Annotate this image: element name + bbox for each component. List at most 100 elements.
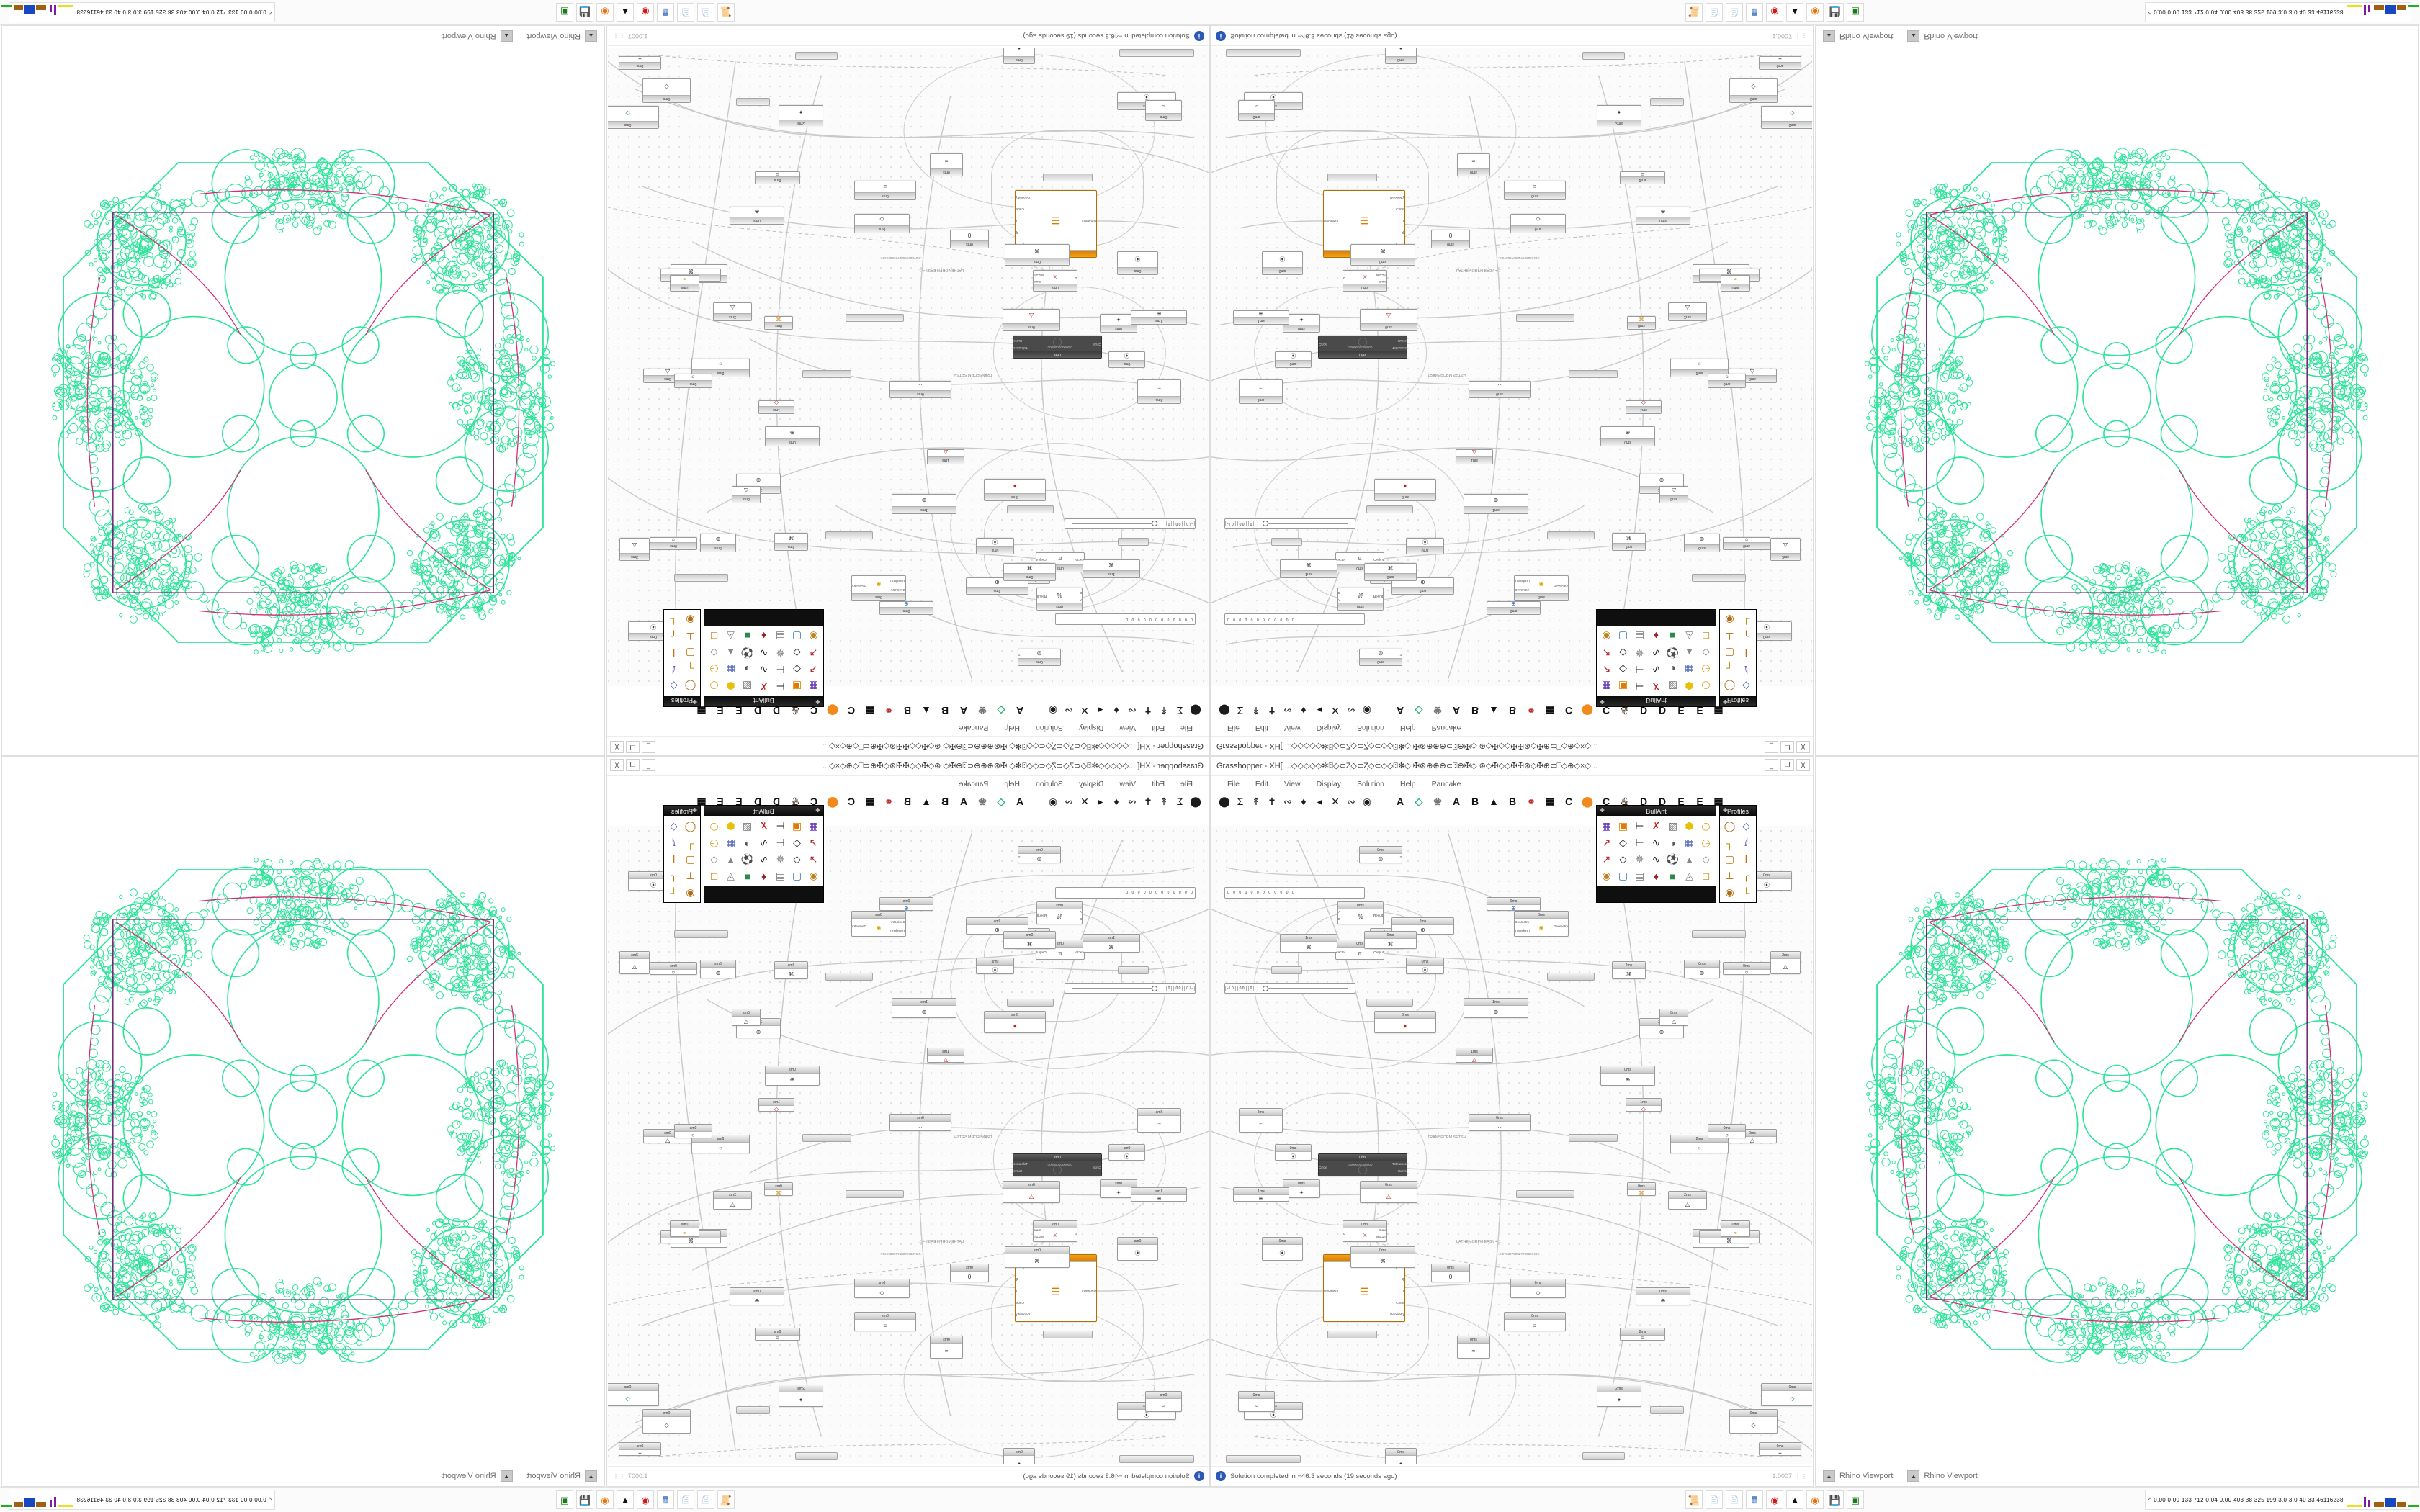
tab-extra[interactable]: E	[1677, 796, 1685, 807]
minimize-button[interactable]: _	[642, 741, 655, 753]
gh-component[interactable]: 0ms ⌘	[1350, 244, 1415, 266]
extra-b-icon[interactable]: ◇	[1698, 645, 1713, 660]
tab-intersect-icon[interactable]: ⚭	[884, 795, 893, 807]
param-transform-icon[interactable]: ∾	[1065, 795, 1073, 807]
gh-component[interactable]: 2ms △	[713, 302, 752, 321]
menu-item-file[interactable]: File	[1227, 724, 1240, 732]
param-surface-icon[interactable]: ♦	[1113, 796, 1119, 807]
palette-header-profiles[interactable]: ✚ Profiles	[1720, 806, 1756, 816]
port-label[interactable]: Geometry	[1389, 195, 1404, 199]
gh-component[interactable]: 0ms ⌘	[1005, 244, 1070, 266]
gh-component[interactable]: 0ms ◇	[1510, 1279, 1566, 1298]
port-label[interactable]: Transform	[1515, 929, 1530, 933]
polyline2-icon[interactable]: ◇	[1615, 852, 1631, 867]
port-label[interactable]: Geometry	[1515, 919, 1530, 924]
circle-profile-icon[interactable]: ◯	[683, 678, 698, 693]
gh-component[interactable]: 0ms ⊕	[1636, 1287, 1690, 1305]
curve-node2-icon[interactable]: ∿	[1649, 645, 1664, 660]
performance-monitor[interactable]: ^ 0.00 0.00 133 712 0.04 0.00 403 38 325…	[0, 1490, 275, 1510]
gh-capsule[interactable]	[1271, 538, 1302, 546]
gh-component[interactable]: 0ms ○	[674, 374, 712, 388]
port-label[interactable]: Output	[1373, 950, 1384, 955]
tab-display[interactable]: C	[847, 796, 856, 807]
slider-track[interactable]	[1072, 986, 1157, 991]
maximize-button[interactable]: ❐	[626, 759, 640, 771]
ibeam-profile-icon[interactable]: Ⅰ	[666, 852, 681, 867]
tab-transform-icon[interactable]: ▦	[865, 795, 875, 807]
box-profile-icon[interactable]: ▢	[683, 645, 698, 660]
slider-track[interactable]	[1072, 521, 1157, 526]
gh-component[interactable]: 0ms ◇	[608, 106, 659, 129]
tab-display[interactable]: C	[847, 705, 856, 716]
number-slider[interactable]: -1.0 0.0 0	[1065, 518, 1196, 529]
slider-mid[interactable]: 0.0	[1173, 985, 1183, 991]
gh-component[interactable]: 0ms 0	[1431, 230, 1470, 248]
slider-max[interactable]: 0	[1165, 521, 1173, 527]
port-label[interactable]: Geometry	[1553, 924, 1568, 929]
gh-component[interactable]: 0ms≈	[930, 1336, 963, 1359]
gh-component[interactable]: 0ms ∴	[1469, 381, 1531, 398]
gh-component[interactable]: 0ms ⊕	[730, 1287, 784, 1305]
tab-maths-icon[interactable]: ◇	[1415, 795, 1423, 807]
gh-component[interactable]: 0ms ⊕	[1600, 426, 1655, 446]
port-label[interactable]: A	[1079, 598, 1082, 603]
port-label[interactable]: Geometry	[1515, 588, 1530, 593]
gh-component[interactable]: 0ms △	[1360, 309, 1417, 331]
port-label[interactable]: Stream	[1034, 273, 1044, 277]
gh-component[interactable]: 0ms⦿	[1275, 351, 1312, 368]
port-label[interactable]: Geometry	[852, 924, 867, 929]
gh-component[interactable]: 2ms ⌘	[774, 961, 808, 979]
gradient-mesh-icon[interactable]: ▦	[806, 678, 821, 693]
gh-component[interactable]: 0ms ○	[674, 1124, 712, 1138]
port-label[interactable]: Tolerance	[1392, 346, 1407, 351]
param-transform-icon[interactable]: ∾	[1347, 795, 1355, 807]
extra-a-icon[interactable]: ▲	[723, 852, 738, 867]
delete-plane-icon[interactable]: ✗	[756, 819, 771, 834]
extra-f-icon[interactable]: ♦	[756, 629, 771, 644]
graph-icon[interactable]: ↗	[806, 835, 821, 850]
port-label[interactable]: Curve	[1397, 338, 1407, 343]
gh-component[interactable]: 0ms≈	[670, 275, 699, 292]
slider-track[interactable]	[1263, 986, 1348, 991]
tab-transform-icon[interactable]: ▦	[1545, 705, 1555, 717]
param-sum-icon[interactable]: Σ	[1176, 705, 1183, 716]
gh-component[interactable]: 0ms ⌘	[1350, 1246, 1415, 1268]
param-generic-icon[interactable]: ⬤	[1190, 705, 1201, 717]
menu-item-view[interactable]: View	[1119, 724, 1136, 732]
gh-component[interactable]: 0ms △	[1003, 309, 1060, 331]
box-profile-icon[interactable]: ▢	[1722, 852, 1737, 867]
param-vector-icon[interactable]: ↟	[1160, 795, 1168, 807]
gh-component[interactable]: 0ms ○	[1708, 1124, 1746, 1138]
gh-component[interactable]: 2ms △	[1668, 1191, 1707, 1210]
gh-component[interactable]: 0ms ⊕	[1684, 534, 1720, 552]
polyline2-icon[interactable]: ◇	[1615, 645, 1631, 660]
gh-component[interactable]: 0ms⦿	[976, 538, 1014, 554]
gh-component[interactable]: 0ms ⌘	[764, 316, 793, 330]
port-label[interactable]: Q	[1016, 1277, 1018, 1281]
firefox-icon[interactable]: ◉	[596, 1490, 614, 1509]
caret-up-icon[interactable]: ▲	[500, 1470, 513, 1482]
slider-knob[interactable]	[1263, 521, 1269, 526]
tab-kangaroo-icon[interactable]: ⬤	[1582, 795, 1593, 807]
gh-component[interactable]: 0ms ∴	[1469, 1114, 1531, 1131]
tab-mesh[interactable]: B	[903, 705, 912, 716]
extra-b-icon[interactable]: ◇	[1698, 852, 1713, 867]
picture-frame-icon[interactable]: ▧	[1665, 678, 1680, 693]
gh-component[interactable]: 0ms ≡	[854, 181, 916, 200]
gh-component[interactable]: 0ms ✦	[1374, 1011, 1436, 1033]
number-slider[interactable]: -1.0 0.0 0	[1065, 983, 1196, 994]
gh-capsule[interactable]	[846, 314, 904, 322]
maximize-button[interactable]: ❐	[626, 741, 640, 753]
slider-mid[interactable]: 0.0	[1237, 521, 1247, 527]
gh-component[interactable]: 0ms≈	[670, 1220, 699, 1237]
gh-component[interactable]: 0ms ⌘	[764, 1182, 793, 1197]
tab-vector[interactable]: A	[959, 796, 968, 807]
tab-curve[interactable]: B	[1471, 796, 1479, 807]
gh-capsule[interactable]	[1366, 999, 1413, 1007]
port-label[interactable]: B	[1338, 590, 1341, 595]
caret-up-icon[interactable]: ▲	[1823, 1470, 1835, 1482]
param-plane-icon[interactable]: ◂	[1317, 705, 1322, 717]
tab-surface-icon[interactable]: ▲	[1489, 705, 1499, 716]
port-label[interactable]: Result	[1373, 914, 1383, 918]
tab-maths-icon[interactable]: ◇	[1415, 705, 1423, 717]
